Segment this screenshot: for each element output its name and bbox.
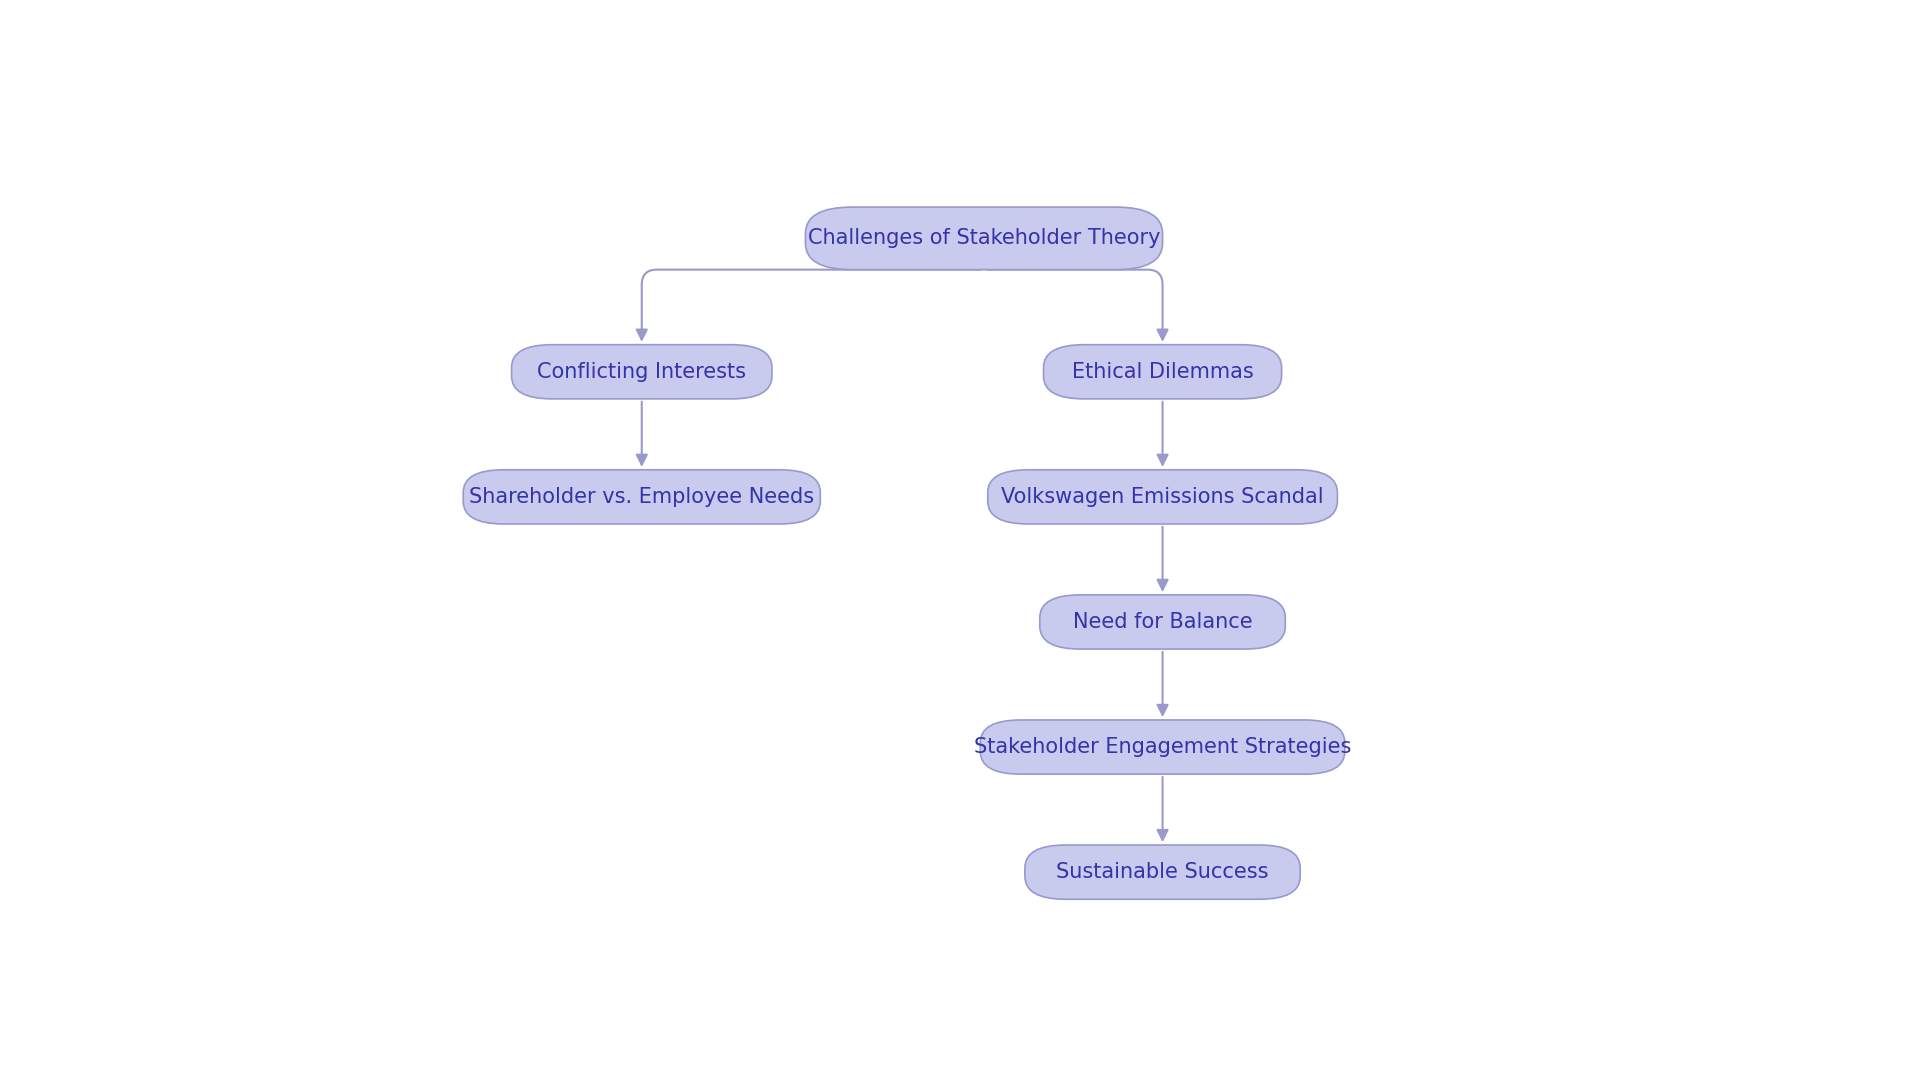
Text: Ethical Dilemmas: Ethical Dilemmas: [1071, 362, 1254, 382]
FancyBboxPatch shape: [981, 720, 1344, 774]
Text: Stakeholder Engagement Strategies: Stakeholder Engagement Strategies: [973, 738, 1352, 757]
Text: Shareholder vs. Employee Needs: Shareholder vs. Employee Needs: [468, 487, 814, 507]
FancyBboxPatch shape: [463, 470, 820, 524]
Text: Challenges of Stakeholder Theory: Challenges of Stakeholder Theory: [808, 229, 1160, 248]
FancyBboxPatch shape: [1025, 845, 1300, 899]
Text: Sustainable Success: Sustainable Success: [1056, 862, 1269, 883]
FancyBboxPatch shape: [1044, 344, 1283, 399]
FancyBboxPatch shape: [987, 470, 1338, 524]
Text: Need for Balance: Need for Balance: [1073, 612, 1252, 632]
FancyBboxPatch shape: [1041, 595, 1284, 649]
FancyBboxPatch shape: [511, 344, 772, 399]
FancyBboxPatch shape: [806, 207, 1162, 270]
Text: Conflicting Interests: Conflicting Interests: [538, 362, 747, 382]
Text: Volkswagen Emissions Scandal: Volkswagen Emissions Scandal: [1000, 487, 1325, 507]
